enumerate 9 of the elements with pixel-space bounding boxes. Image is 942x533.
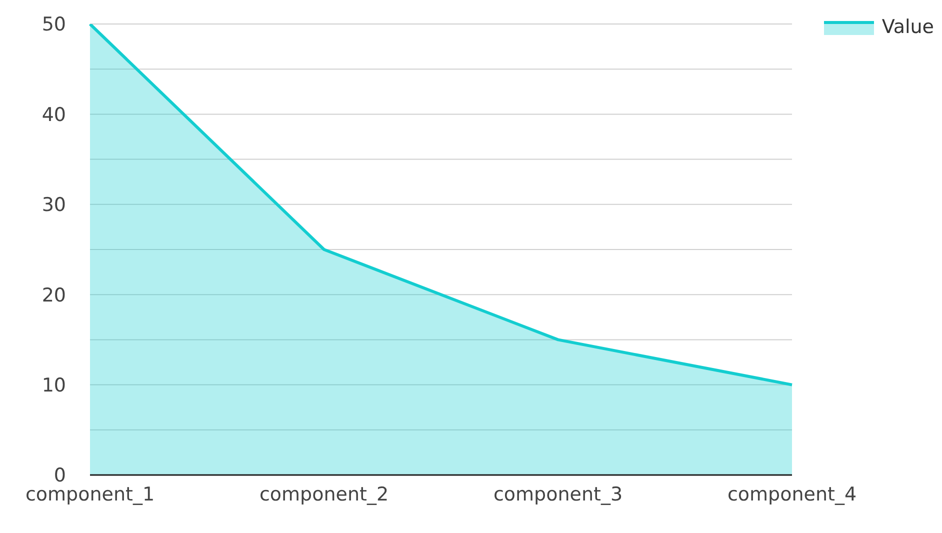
y-tick-label: 30 [42,194,66,216]
legend-label: Value [882,16,934,38]
x-tick-label: component_3 [493,483,623,506]
x-tick-label: component_4 [727,483,857,506]
y-tick-label: 10 [42,374,66,397]
y-tick-label: 40 [42,104,66,126]
y-tick-label: 20 [42,284,66,306]
x-tick-label: component_2 [259,483,389,506]
y-tick-label: 50 [42,14,66,36]
